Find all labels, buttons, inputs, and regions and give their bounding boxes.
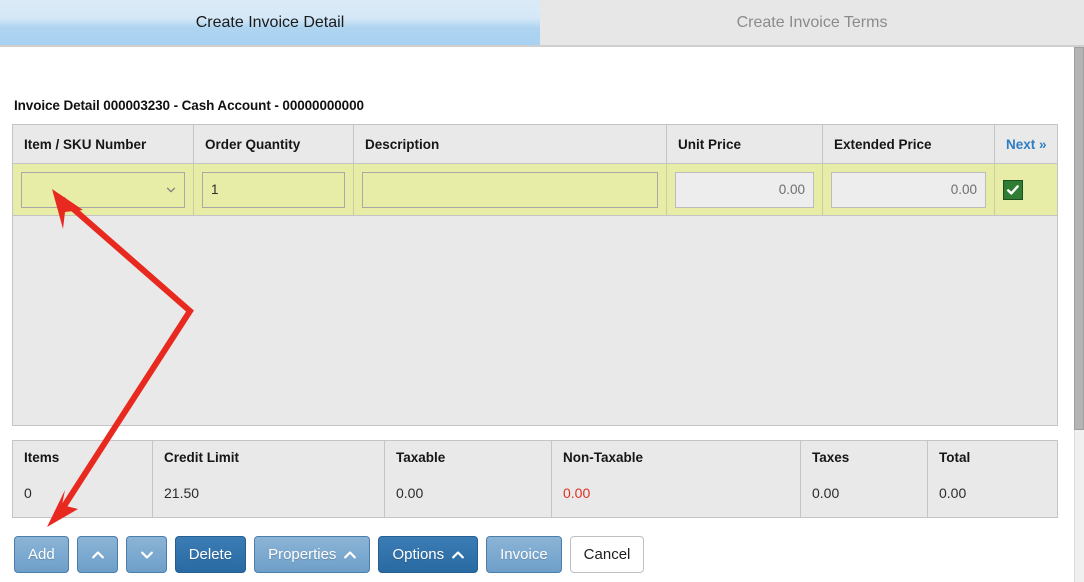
chevron-up-icon — [91, 548, 104, 561]
invoice-button[interactable]: Invoice — [486, 536, 562, 573]
properties-button[interactable]: Properties — [254, 536, 371, 573]
summary-cell-non-taxable: Non-Taxable 0.00 — [552, 441, 801, 517]
column-header-order-quantity[interactable]: Order Quantity — [194, 125, 354, 163]
summary-cell-items: Items 0 — [13, 441, 153, 517]
scrollbar-gutter — [1068, 47, 1074, 582]
summary-label-non-taxable: Non-Taxable — [563, 450, 644, 465]
check-icon — [1007, 184, 1019, 195]
chevron-down-icon-button — [140, 548, 153, 561]
page-title: Invoice Detail 000003230 - Cash Account … — [14, 98, 364, 113]
chevron-up-icon — [451, 548, 465, 561]
cancel-button-label: Cancel — [583, 546, 631, 563]
summary-value-taxable: 0.00 — [396, 485, 424, 501]
cell-extended-price — [823, 164, 995, 215]
action-button-bar: Add Delete Properties — [14, 536, 645, 573]
add-button-label: Add — [28, 546, 55, 563]
column-header-unit-price[interactable]: Unit Price — [667, 125, 823, 163]
item-sku-select-wrap — [21, 171, 185, 208]
vertical-scrollbar-thumb[interactable] — [1074, 47, 1084, 430]
next-page-link[interactable]: Next » — [995, 125, 1057, 163]
tab-create-invoice-terms-label: Create Invoice Terms — [736, 13, 888, 31]
invoice-summary-table: Items 0 Credit Limit 21.50 Taxable 0.00 … — [12, 440, 1058, 518]
cell-description — [354, 164, 667, 215]
move-down-button[interactable] — [125, 536, 167, 573]
cell-row-select — [995, 164, 1057, 215]
tab-create-invoice-detail-label: Create Invoice Detail — [195, 13, 345, 31]
summary-label-taxes: Taxes — [812, 450, 850, 465]
invoice-detail-grid: Item / SKU Number Order Quantity Descrip… — [12, 124, 1058, 426]
tab-create-invoice-terms[interactable]: Create Invoice Terms — [540, 0, 1084, 45]
summary-cell-total: Total 0.00 — [928, 441, 1057, 517]
cell-order-quantity — [194, 164, 354, 215]
item-sku-select[interactable] — [21, 171, 185, 208]
properties-button-label: Properties — [268, 546, 337, 563]
options-button-label: Options — [392, 546, 445, 563]
cancel-button[interactable]: Cancel — [569, 536, 645, 573]
cell-item-sku — [13, 164, 194, 215]
summary-cell-credit-limit: Credit Limit 21.50 — [153, 441, 385, 517]
description-input[interactable] — [362, 171, 658, 208]
grid-data-row — [13, 164, 1057, 216]
summary-value-credit-limit: 21.50 — [164, 485, 200, 501]
unit-price-input[interactable] — [675, 171, 814, 208]
tab-bar: Create Invoice Detail Create Invoice Ter… — [0, 0, 1084, 45]
column-header-description[interactable]: Description — [354, 125, 667, 163]
column-header-extended-price[interactable]: Extended Price — [823, 125, 995, 163]
column-header-item-sku[interactable]: Item / SKU Number — [13, 125, 194, 163]
delete-button-label: Delete — [188, 546, 233, 563]
extended-price-input[interactable] — [831, 171, 986, 208]
move-up-button[interactable] — [76, 536, 118, 573]
summary-cell-taxable: Taxable 0.00 — [385, 441, 552, 517]
options-button[interactable]: Options — [378, 536, 479, 573]
grid-empty-area — [13, 216, 1057, 425]
summary-value-non-taxable: 0.00 — [563, 485, 591, 501]
add-button[interactable]: Add — [14, 536, 69, 573]
invoice-button-label: Invoice — [500, 546, 548, 563]
delete-button[interactable]: Delete — [174, 536, 247, 573]
summary-label-total: Total — [939, 450, 971, 465]
summary-label-items: Items — [24, 450, 60, 465]
summary-value-taxes: 0.00 — [812, 485, 840, 501]
summary-label-taxable: Taxable — [396, 450, 446, 465]
tab-bar-divider — [0, 45, 1084, 47]
chevron-up-icon — [343, 548, 357, 561]
summary-value-total: 0.00 — [939, 485, 967, 501]
tab-create-invoice-detail[interactable]: Create Invoice Detail — [0, 0, 540, 45]
row-select-checkbox[interactable] — [1003, 179, 1023, 200]
summary-label-credit-limit: Credit Limit — [164, 450, 240, 465]
grid-header-row: Item / SKU Number Order Quantity Descrip… — [13, 125, 1057, 164]
cell-unit-price — [667, 164, 823, 215]
summary-value-items: 0 — [24, 485, 32, 501]
summary-cell-taxes: Taxes 0.00 — [801, 441, 928, 517]
order-quantity-input[interactable] — [202, 171, 345, 208]
